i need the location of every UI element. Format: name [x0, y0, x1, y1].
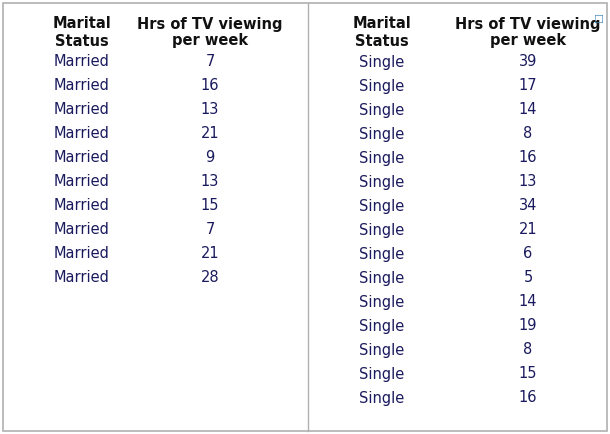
- Text: Single: Single: [359, 174, 404, 190]
- Text: Hrs of TV viewing: Hrs of TV viewing: [137, 16, 283, 32]
- Text: 7: 7: [206, 55, 215, 69]
- Text: Married: Married: [54, 151, 110, 165]
- Text: 17: 17: [518, 79, 537, 93]
- Text: 13: 13: [519, 174, 537, 190]
- Text: 5: 5: [523, 270, 533, 286]
- Text: ☐: ☐: [593, 15, 603, 25]
- Text: Status: Status: [355, 33, 409, 49]
- Text: Married: Married: [54, 223, 110, 237]
- Text: Married: Married: [54, 270, 110, 286]
- Text: 16: 16: [201, 79, 219, 93]
- Text: 16: 16: [518, 391, 537, 405]
- Text: per week: per week: [490, 33, 566, 49]
- Text: Marital: Marital: [52, 16, 112, 32]
- Text: 28: 28: [201, 270, 220, 286]
- Text: Single: Single: [359, 295, 404, 309]
- Text: Married: Married: [54, 102, 110, 118]
- Text: 34: 34: [519, 198, 537, 214]
- Text: Single: Single: [359, 198, 404, 214]
- Text: Status: Status: [55, 33, 109, 49]
- Text: 14: 14: [518, 102, 537, 118]
- Text: Married: Married: [54, 55, 110, 69]
- Text: Single: Single: [359, 342, 404, 358]
- Text: Single: Single: [359, 319, 404, 333]
- Text: 15: 15: [201, 198, 219, 214]
- Text: 16: 16: [518, 151, 537, 165]
- Text: Single: Single: [359, 366, 404, 381]
- Text: 19: 19: [518, 319, 537, 333]
- Text: 7: 7: [206, 223, 215, 237]
- Text: 6: 6: [523, 247, 533, 262]
- Text: Single: Single: [359, 391, 404, 405]
- Text: Single: Single: [359, 55, 404, 69]
- Text: Married: Married: [54, 198, 110, 214]
- Text: 13: 13: [201, 102, 219, 118]
- Text: Married: Married: [54, 174, 110, 190]
- Text: 21: 21: [201, 126, 220, 141]
- Text: Single: Single: [359, 223, 404, 237]
- Text: Single: Single: [359, 126, 404, 141]
- Text: 21: 21: [201, 247, 220, 262]
- Text: Single: Single: [359, 151, 404, 165]
- Text: per week: per week: [172, 33, 248, 49]
- Text: 13: 13: [201, 174, 219, 190]
- Text: 21: 21: [518, 223, 537, 237]
- Text: 8: 8: [523, 342, 533, 358]
- Text: Married: Married: [54, 79, 110, 93]
- Text: 9: 9: [206, 151, 215, 165]
- Text: 14: 14: [518, 295, 537, 309]
- Text: Single: Single: [359, 102, 404, 118]
- Text: Married: Married: [54, 247, 110, 262]
- Text: 39: 39: [519, 55, 537, 69]
- Text: Single: Single: [359, 247, 404, 262]
- Text: Married: Married: [54, 126, 110, 141]
- Text: Single: Single: [359, 79, 404, 93]
- Text: Single: Single: [359, 270, 404, 286]
- Text: 8: 8: [523, 126, 533, 141]
- Text: Marital: Marital: [353, 16, 411, 32]
- Text: Hrs of TV viewing: Hrs of TV viewing: [455, 16, 601, 32]
- Text: 15: 15: [518, 366, 537, 381]
